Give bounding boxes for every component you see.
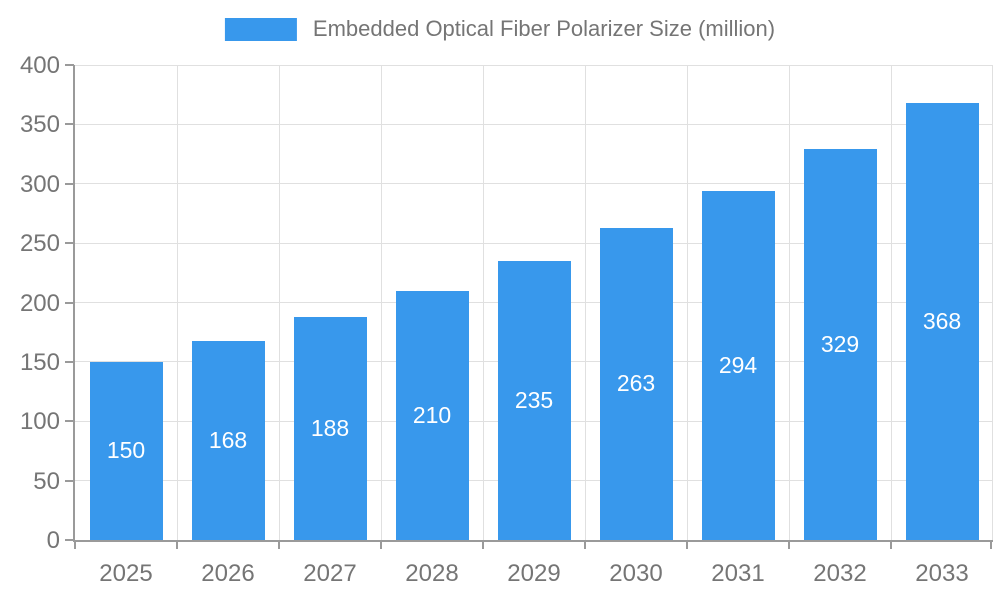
bar-value-label: 294 xyxy=(718,351,758,378)
gridline-vertical xyxy=(890,65,892,540)
y-axis-tick xyxy=(65,360,74,363)
gridline-horizontal xyxy=(75,123,993,125)
bar-2027[interactable]: 188 xyxy=(293,316,367,540)
gridline-vertical xyxy=(991,65,993,540)
bar-2032[interactable]: 329 xyxy=(803,149,877,540)
plot-area: 0 50 100 150 200 250 300 350 400 150 2025 168 2026 18… xyxy=(20,54,993,586)
y-axis-tick-label: 50 xyxy=(33,467,60,495)
gridline-vertical xyxy=(380,65,382,540)
x-axis-tick xyxy=(278,540,280,549)
y-axis-tick-label: 250 xyxy=(19,230,60,258)
x-axis-tick xyxy=(584,540,586,549)
bar-2025[interactable]: 150 xyxy=(89,361,163,540)
y-axis-tick xyxy=(65,539,74,541)
bar-2028[interactable]: 210 xyxy=(395,290,469,540)
chart-legend-item[interactable]: Embedded Optical Fiber Polarizer Size (m… xyxy=(224,16,776,42)
x-axis-tick-label: 2029 xyxy=(507,560,561,587)
x-axis-tick-label: 2026 xyxy=(201,560,255,587)
y-axis-tick xyxy=(65,123,74,126)
x-axis-tick-label: 2030 xyxy=(609,560,663,587)
bar-2026[interactable]: 168 xyxy=(191,340,265,540)
y-axis-tick xyxy=(65,64,74,66)
x-axis-tick-label: 2032 xyxy=(813,560,867,587)
y-axis-tick-label: 100 xyxy=(19,408,60,436)
x-axis-tick-label: 2027 xyxy=(303,560,357,587)
x-axis-tick xyxy=(788,540,790,549)
y-axis-tick xyxy=(65,479,74,482)
y-axis-tick-label: 350 xyxy=(19,111,60,139)
y-axis-tick xyxy=(65,301,74,304)
x-axis-tick xyxy=(482,540,484,549)
gridline-vertical xyxy=(176,65,178,540)
x-axis-line xyxy=(73,540,993,542)
bar-value-label: 368 xyxy=(922,308,962,334)
gridline-horizontal xyxy=(75,183,993,185)
bar-value-label: 235 xyxy=(514,386,554,413)
x-axis-tick xyxy=(176,540,178,549)
x-axis-tick xyxy=(74,540,76,549)
y-axis-tick-label: 150 xyxy=(19,348,60,376)
y-axis-tick-label: 200 xyxy=(19,289,60,317)
x-axis-tick xyxy=(990,540,992,549)
bar-2033[interactable]: 368 xyxy=(905,103,979,540)
bar-2030[interactable]: 263 xyxy=(599,227,673,540)
y-axis-tick-label: 300 xyxy=(19,170,60,198)
x-axis-tick-label: 2028 xyxy=(405,560,459,587)
bar-value-label: 210 xyxy=(412,401,452,428)
y-axis-tick-label: 0 xyxy=(46,527,60,554)
bar-value-label: 150 xyxy=(106,437,146,464)
bar-2029[interactable]: 235 xyxy=(497,260,571,540)
x-axis-tick xyxy=(686,540,688,549)
bar-value-label: 263 xyxy=(616,370,656,397)
gridline-horizontal xyxy=(75,64,993,66)
x-axis-tick-label: 2025 xyxy=(99,560,153,587)
bar-value-label: 329 xyxy=(820,331,860,358)
gridline-vertical xyxy=(686,65,688,540)
gridline-vertical xyxy=(788,65,790,540)
y-axis-tick xyxy=(65,420,74,423)
bar-value-label: 168 xyxy=(208,426,248,453)
bar-2031[interactable]: 294 xyxy=(701,190,775,540)
gridline-vertical xyxy=(278,65,280,540)
bar-value-label: 188 xyxy=(310,414,350,441)
y-axis-tick xyxy=(65,182,74,185)
gridline-vertical xyxy=(482,65,484,540)
x-axis-tick xyxy=(380,540,382,549)
x-axis-tick xyxy=(890,540,892,549)
gridline-horizontal xyxy=(75,242,993,244)
x-axis-tick-label: 2031 xyxy=(711,560,765,587)
legend-swatch xyxy=(224,17,297,41)
y-axis-line xyxy=(73,65,75,542)
y-axis-tick-label: 400 xyxy=(19,52,60,79)
legend-label: Embedded Optical Fiber Polarizer Size (m… xyxy=(312,16,776,41)
y-axis-tick xyxy=(65,242,74,245)
x-axis-tick-label: 2033 xyxy=(915,560,969,587)
gridline-vertical xyxy=(584,65,586,540)
